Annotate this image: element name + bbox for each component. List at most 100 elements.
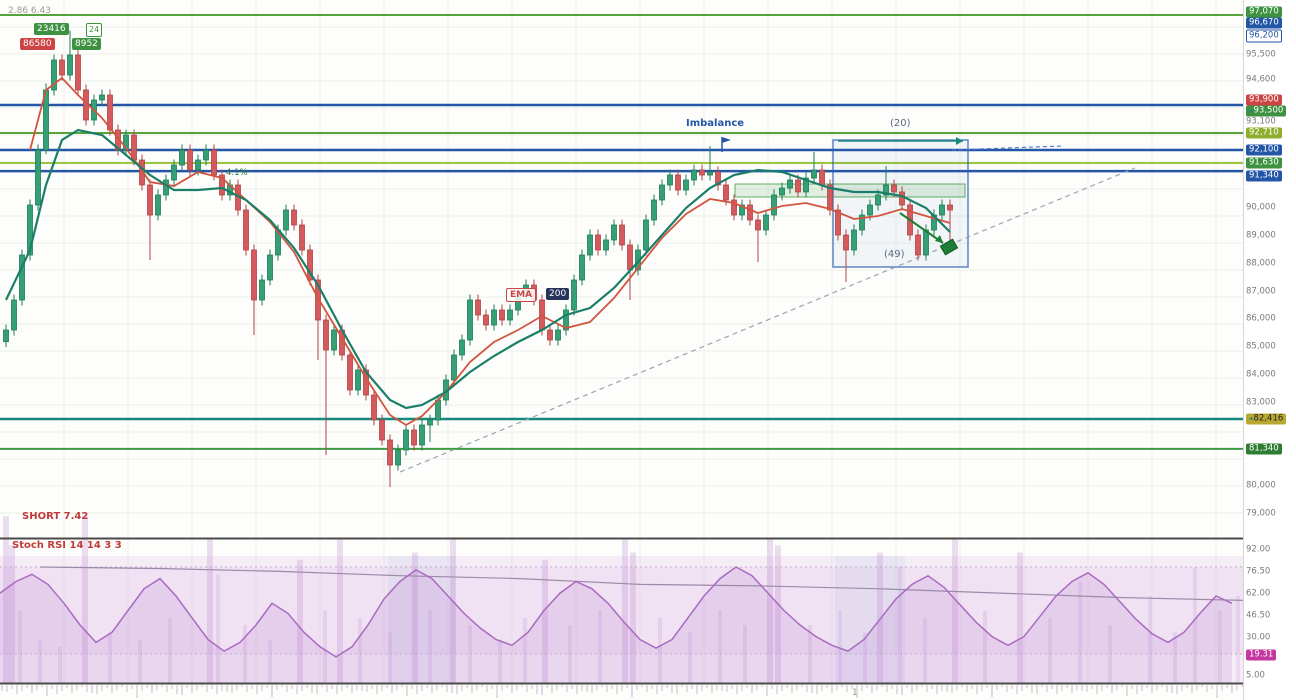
candle-body (579, 254, 585, 281)
volume-bar (18, 610, 22, 683)
volume-bar (923, 617, 927, 683)
volume-bar (1236, 596, 1240, 683)
volume-bar (598, 610, 602, 683)
candle-body (771, 194, 777, 216)
candle-body (179, 149, 185, 166)
target-box-icon[interactable] (939, 238, 959, 256)
candle-body (763, 214, 769, 231)
volume-bar (108, 632, 112, 683)
candle-body (251, 249, 257, 301)
teal-arrowhead (956, 137, 963, 145)
candle-body (699, 169, 705, 176)
candle-body (347, 354, 353, 391)
candle-body (531, 284, 537, 301)
ma-slow-line (5, 128, 951, 410)
candle-body (875, 194, 881, 206)
candle-body (651, 199, 657, 221)
candle-body (475, 299, 481, 316)
candle-body (491, 309, 497, 326)
candle-body (787, 179, 793, 189)
oscillator-signal-line (39, 566, 1244, 601)
candle-body (171, 164, 177, 181)
oscillator-line (0, 566, 1233, 658)
candle-body (403, 429, 409, 451)
volume-bar (983, 610, 987, 683)
volume-bar (838, 610, 842, 683)
candle-body (27, 204, 33, 256)
volume-bar (1148, 596, 1152, 683)
volume-bar (323, 610, 327, 683)
candle-body (947, 204, 953, 211)
candle-body (835, 209, 841, 236)
candle-body (891, 184, 897, 193)
volume-bar (498, 639, 502, 683)
candle-body (883, 184, 889, 196)
volume-bar (542, 559, 548, 683)
candle-body (323, 319, 329, 351)
candle-body (307, 249, 313, 281)
candle-body (427, 419, 433, 426)
ema-fast-line (29, 76, 951, 427)
candle-body (747, 204, 753, 221)
candle-body (451, 354, 457, 381)
volume-bar (630, 552, 636, 683)
candle-body (51, 59, 57, 91)
candle-body (259, 279, 265, 301)
trendline-dashed[interactable] (399, 167, 1136, 473)
candle-body (603, 239, 609, 251)
candle-body (643, 219, 649, 251)
candle-body (203, 149, 209, 161)
volume-bar (58, 646, 62, 683)
candle-body (243, 209, 249, 251)
volume-bar (82, 516, 88, 683)
candle-body (915, 234, 921, 256)
candle-body (507, 309, 513, 321)
candle-body (75, 54, 81, 91)
candle-body (523, 284, 529, 296)
candle-body (387, 439, 393, 466)
candle-body (59, 59, 65, 76)
candle-body (467, 299, 473, 341)
candle-body (731, 199, 737, 216)
volume-bar (428, 610, 432, 683)
candle-body (11, 299, 17, 331)
volume-bar (898, 567, 902, 683)
volume-bar (450, 538, 456, 683)
candle-body (419, 424, 425, 446)
candle-body (707, 171, 713, 176)
candle-body (499, 309, 505, 321)
candle-body (99, 94, 105, 101)
volume-bar (1173, 632, 1177, 683)
blue-dashed-line[interactable] (951, 145, 1063, 151)
candle-body (683, 179, 689, 191)
candle-body (779, 187, 785, 196)
candle-body (35, 149, 41, 206)
candle-body (819, 169, 825, 186)
candle-body (19, 254, 25, 301)
volume-bar (207, 538, 213, 683)
candle-body (219, 174, 225, 196)
candle-body (483, 314, 489, 326)
candle-body (811, 169, 817, 179)
candle-body (923, 229, 929, 256)
volume-bar (388, 632, 392, 683)
volume-bar (622, 538, 628, 683)
candle-body (939, 204, 945, 216)
price-axis[interactable] (1243, 0, 1296, 700)
target-arrow (899, 212, 944, 244)
candle-body (379, 419, 385, 441)
volume-bar (412, 552, 418, 683)
candle-body (899, 191, 905, 206)
candle-body (267, 254, 273, 281)
candle-body (827, 184, 833, 211)
candle-body (3, 329, 9, 343)
volume-bar (952, 538, 958, 683)
target-arrowhead (935, 235, 943, 243)
volume-bar (297, 559, 303, 683)
volume-bar (523, 617, 527, 683)
volume-bar (216, 574, 220, 683)
volume-bar (337, 538, 343, 683)
flag-icon[interactable] (722, 137, 731, 143)
volume-bar (3, 516, 9, 683)
